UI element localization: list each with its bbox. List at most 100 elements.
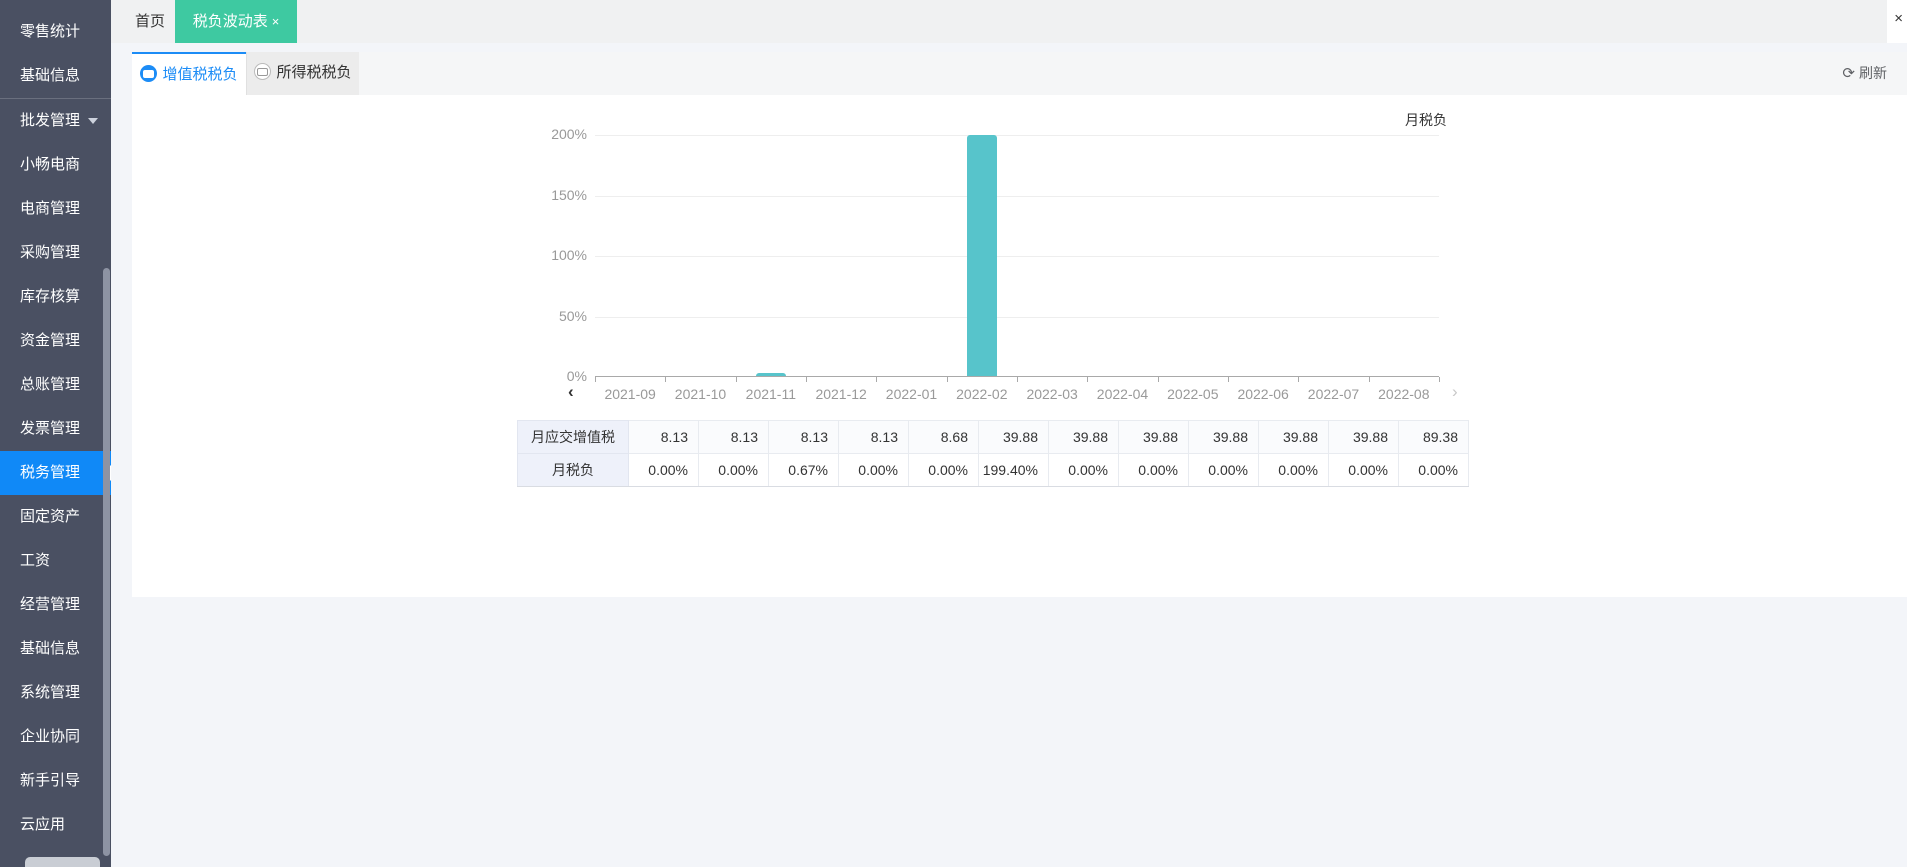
window-close-zone: ×: [1887, 0, 1907, 43]
table-cell: 0.00%: [838, 453, 909, 487]
x-axis-tick-mark: [1087, 377, 1089, 382]
content-card: 增值税税负 所得税税负 ⟳ 刷新 月税负 0% 50% 100% 150% 200% 20…: [132, 52, 1907, 597]
table-cell: 0.00%: [1258, 453, 1329, 487]
sidebar-divider: [0, 98, 111, 99]
x-axis-labels: 2021-09 2021-10 2021-11 2021-12 2022-01 2022-…: [595, 386, 1439, 406]
x-axis-tick-mark: [1157, 377, 1159, 382]
refresh-icon: ⟳: [1842, 65, 1855, 82]
sidebar-item-经营管理[interactable]: 经营管理: [20, 596, 81, 613]
chevron-down-icon: [88, 118, 99, 125]
sidebar-item-基础信息[interactable]: 基础信息: [20, 640, 81, 657]
sidebar-item-新手引导[interactable]: 新手引导: [20, 772, 81, 789]
x-axis-tick-mark: [1439, 377, 1440, 382]
table-cell: 39.88: [978, 420, 1049, 454]
y-axis-tick-label: 150%: [551, 186, 587, 203]
sidebar-item-云应用[interactable]: 云应用: [20, 816, 66, 833]
table-cell: 89.38: [1398, 420, 1469, 454]
sidebar-item-税务管理[interactable]: 税务管理: [0, 451, 111, 495]
table-cell: 0.00%: [1048, 453, 1119, 487]
table-cell: 8.13: [698, 420, 769, 454]
vat-badge-icon: [140, 65, 158, 82]
gridline: [595, 256, 1439, 257]
sidebar-collapse-button[interactable]: [25, 857, 100, 867]
table-cell: 0.00%: [1188, 453, 1259, 487]
x-axis-label: 2022-01: [885, 386, 938, 402]
x-axis-tick-mark: [1368, 377, 1370, 382]
table-cell: 8.13: [628, 420, 699, 454]
x-axis-tick-mark: [735, 377, 737, 382]
x-axis-line: [595, 376, 1439, 377]
table-cell: 0.00%: [908, 453, 979, 487]
refresh-button[interactable]: ⟳ 刷新: [1842, 63, 1887, 83]
sidebar-item-企业协同[interactable]: 企业协同: [20, 728, 81, 745]
x-axis-label: 2022-07: [1307, 386, 1360, 402]
chart-prev-page-arrow[interactable]: ‹: [568, 382, 574, 401]
sidebar-item-基础信息[interactable]: 基础信息: [20, 67, 81, 84]
x-axis-tick-mark: [806, 377, 807, 382]
sidebar-item-库存核算[interactable]: 库存核算: [20, 288, 81, 305]
sidebar-item-批发管理[interactable]: 批发管理: [0, 99, 111, 143]
table-cell: 0.00%: [698, 453, 769, 487]
x-axis-label: 2022-04: [1096, 386, 1149, 402]
sidebar-menu: 零售统计 基础信息 批发管理 小畅电商 电商管理 采购管理 库存核算 资金管理 总账管理 发票管理…: [0, 0, 111, 847]
sidebar: 零售统计 基础信息 批发管理 小畅电商 电商管理 采购管理 库存核算 资金管理 总账管理 发票管理…: [0, 0, 111, 867]
tax-data-table: 月应交增值税 8.13 8.13 8.13 8.13 8.68 39.88 39.88 39.8…: [517, 420, 1469, 487]
report-tab-row: 增值税税负 所得税税负 ⟳ 刷新: [132, 52, 1907, 95]
table-cell: 199.40%: [978, 453, 1049, 487]
tab-vat-tax-burden[interactable]: 增值税税负: [132, 52, 246, 95]
window-close-icon[interactable]: ×: [1894, 10, 1903, 27]
sidebar-item-固定资产[interactable]: 固定资产: [20, 508, 81, 525]
table-row-label: 月税负: [517, 453, 629, 487]
y-axis-tick-label: 100%: [551, 247, 587, 263]
tab-tax-fluctuation-label: 税负波动表: [192, 13, 268, 30]
sidebar-item-采购管理[interactable]: 采购管理: [20, 244, 81, 261]
x-axis-label: 2021-12: [815, 386, 867, 402]
sidebar-item-资金管理[interactable]: 资金管理: [20, 332, 81, 349]
tab-income-tax-burden[interactable]: 所得税税负: [246, 52, 359, 95]
tab-close-icon[interactable]: ×: [271, 14, 280, 29]
sidebar-item-系统管理[interactable]: 系统管理: [20, 684, 81, 701]
table-cell: 8.13: [768, 420, 839, 454]
sidebar-item-小畅电商[interactable]: 小畅电商: [20, 156, 81, 173]
sidebar-item-工资[interactable]: 工资: [20, 552, 51, 569]
table-cell: 0.00%: [628, 453, 699, 487]
x-axis-tick-mark: [1017, 377, 1018, 382]
legend-item-monthly-tax[interactable]: 月税负: [1373, 110, 1447, 130]
x-axis-tick-mark: [665, 377, 667, 382]
x-axis-tick-mark: [876, 377, 878, 382]
bar-2021-11[interactable]: [755, 373, 786, 376]
x-axis-label: 2021-10: [674, 386, 727, 402]
table-cell: 0.00%: [1398, 453, 1469, 487]
tab-tax-fluctuation[interactable]: 税负波动表 ×: [175, 0, 297, 43]
table-cell: 39.88: [1328, 420, 1399, 454]
sidebar-item-总账管理[interactable]: 总账管理: [20, 376, 81, 393]
tab-home[interactable]: 首页: [135, 13, 166, 30]
chart-next-page-arrow[interactable]: ›: [1452, 382, 1458, 401]
table-cell: 39.88: [1258, 420, 1329, 454]
x-axis-label: 2022-05: [1167, 386, 1219, 402]
x-axis-tick-mark: [1228, 377, 1229, 382]
table-row: 月应交增值税 8.13 8.13 8.13 8.13 8.68 39.88 39.88 39.8…: [517, 420, 1469, 454]
sidebar-item-发票管理[interactable]: 发票管理: [20, 420, 81, 437]
x-axis-label: 2022-06: [1237, 386, 1289, 402]
legend-label: 月税负: [1405, 112, 1447, 128]
table-cell: 0.67%: [768, 453, 839, 487]
bar-2022-02[interactable]: [966, 134, 997, 376]
table-cell: 39.88: [1118, 420, 1189, 454]
y-axis-tick-label: 0%: [566, 368, 587, 384]
table-row: 月税负 0.00% 0.00% 0.67% 0.00% 0.00% 199.40% 0.00%…: [517, 453, 1469, 487]
table-cell: 0.00%: [1328, 453, 1399, 487]
gridline: [595, 316, 1439, 318]
sidebar-item-零售统计[interactable]: 零售统计: [20, 23, 81, 40]
x-axis-tick-mark: [595, 377, 596, 382]
tab-vat-label: 增值税税负: [162, 66, 238, 83]
x-axis-label: 2021-09: [604, 386, 656, 402]
table-cell: 39.88: [1188, 420, 1259, 454]
sidebar-item-电商管理[interactable]: 电商管理: [20, 200, 81, 217]
table-cell: 39.88: [1048, 420, 1119, 454]
bar-chart-plot-area: 0% 50% 100% 150% 200%: [551, 126, 1440, 384]
table-row-label: 月应交增值税: [517, 420, 629, 454]
sidebar-scrollbar[interactable]: [103, 268, 110, 856]
x-axis-label: 2021-11: [745, 386, 796, 402]
x-axis-tick-mark: [946, 377, 948, 382]
